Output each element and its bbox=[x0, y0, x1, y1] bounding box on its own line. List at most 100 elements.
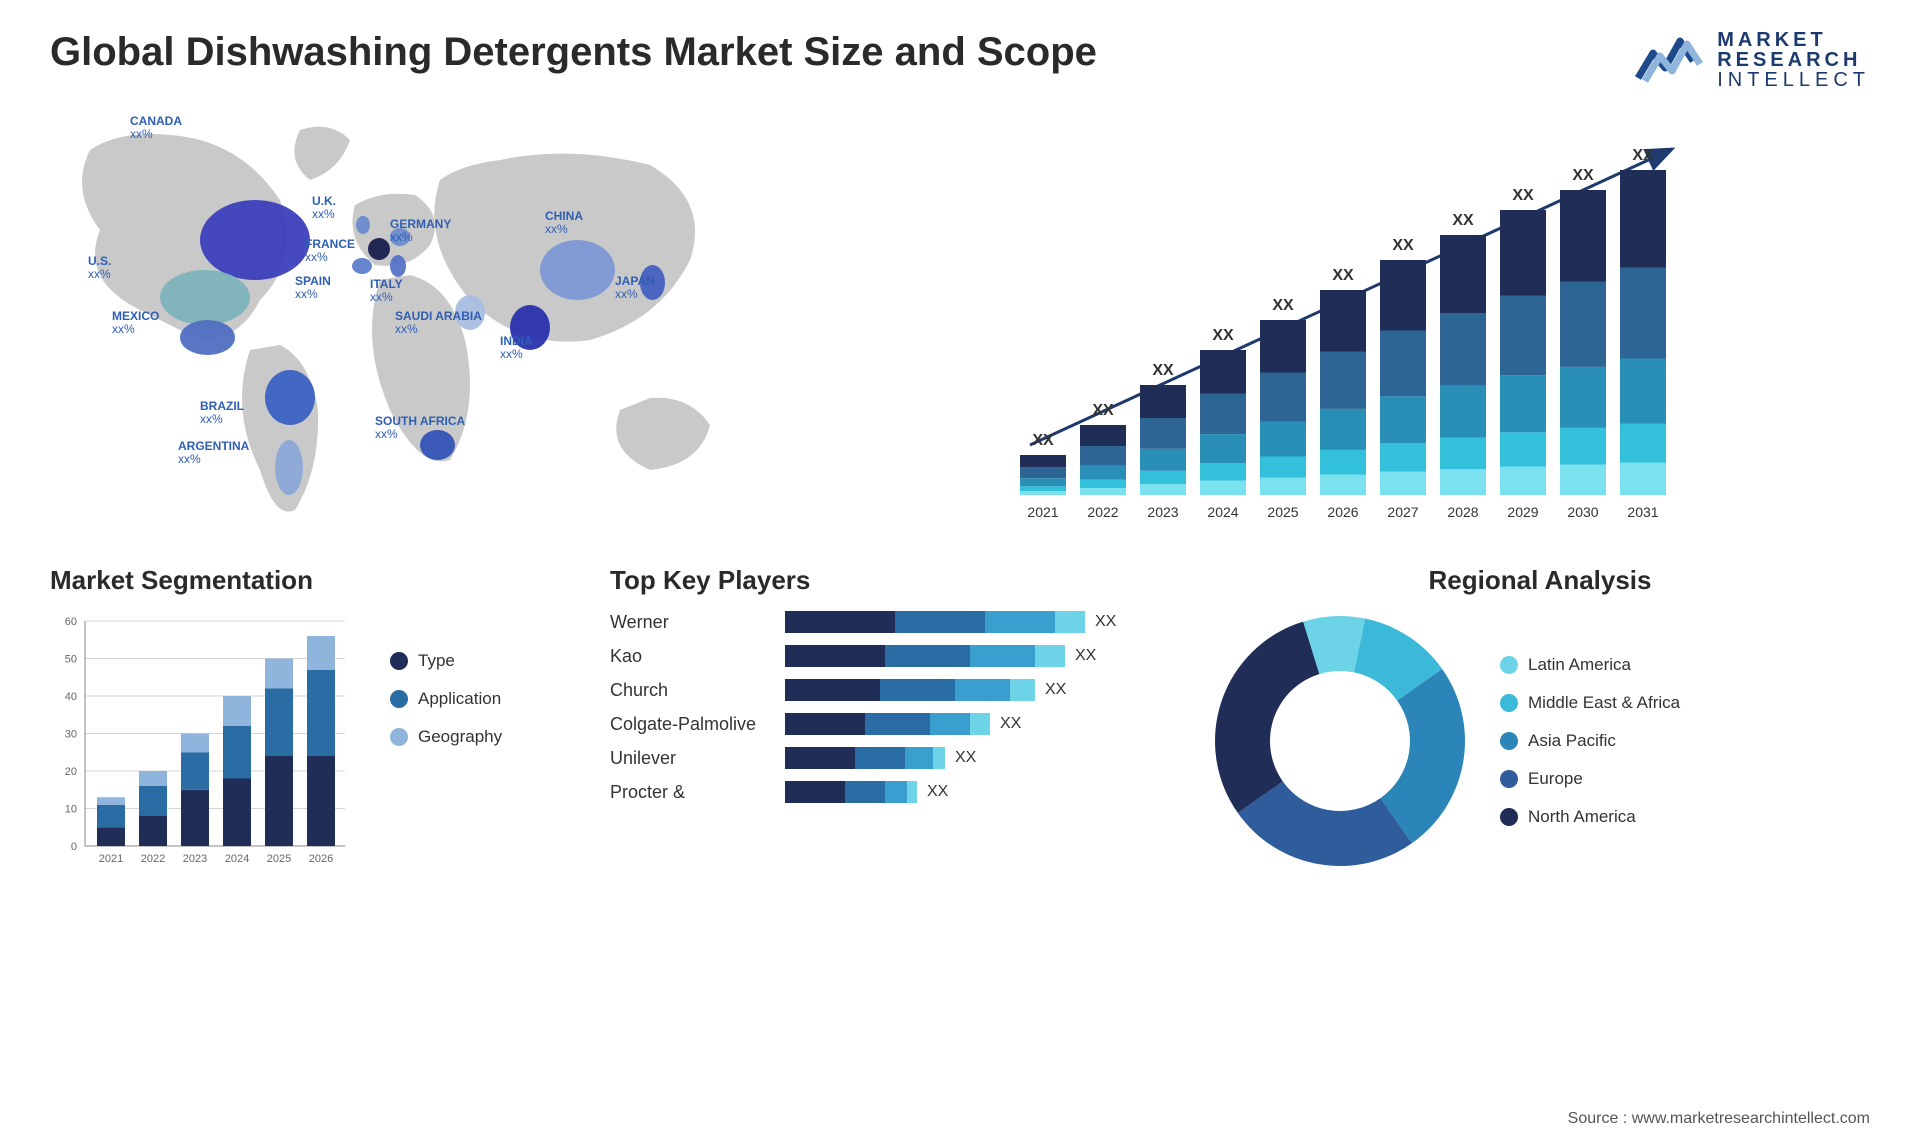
svg-text:2023: 2023 bbox=[183, 853, 207, 865]
player-row-kao: Kao XX bbox=[610, 645, 1180, 667]
map-label-france: FRANCExx% bbox=[305, 238, 355, 264]
player-value: XX bbox=[927, 783, 948, 801]
logo-mark-icon bbox=[1635, 33, 1705, 88]
segmentation-title: Market Segmentation bbox=[50, 565, 580, 596]
svg-text:2022: 2022 bbox=[1087, 504, 1118, 520]
segmentation-legend: Type Application Geography bbox=[390, 651, 502, 871]
player-bar bbox=[785, 611, 1085, 633]
svg-text:2026: 2026 bbox=[309, 853, 333, 865]
map-label-spain: SPAINxx% bbox=[295, 275, 331, 301]
svg-text:XX: XX bbox=[1092, 402, 1114, 419]
svg-text:2031: 2031 bbox=[1627, 504, 1658, 520]
map-label-us: U.S.xx% bbox=[88, 255, 111, 281]
player-row-werner: Werner XX bbox=[610, 611, 1180, 633]
regional-legend-asiapacific: Asia Pacific bbox=[1500, 731, 1680, 751]
svg-text:2025: 2025 bbox=[267, 853, 291, 865]
regional-legend-latinamerica: Latin America bbox=[1500, 655, 1680, 675]
svg-text:2021: 2021 bbox=[99, 853, 123, 865]
player-row-procter: Procter & XX bbox=[610, 781, 1180, 803]
map-label-india: INDIAxx% bbox=[500, 335, 533, 361]
regional-donut-chart bbox=[1210, 611, 1470, 871]
player-row-unilever: UnileverXX bbox=[610, 747, 1180, 769]
svg-text:2022: 2022 bbox=[141, 853, 165, 865]
regional-analysis-section: Regional Analysis Latin America Middle Ea… bbox=[1210, 565, 1870, 871]
svg-text:2024: 2024 bbox=[225, 853, 249, 865]
svg-text:XX: XX bbox=[1452, 212, 1474, 229]
map-label-italy: ITALYxx% bbox=[370, 278, 403, 304]
map-label-southafrica: SOUTH AFRICAxx% bbox=[375, 415, 465, 441]
map-label-uk: U.K.xx% bbox=[312, 195, 336, 221]
svg-text:2027: 2027 bbox=[1387, 504, 1418, 520]
top-players-title: Top Key Players bbox=[610, 565, 1180, 596]
regional-title: Regional Analysis bbox=[1210, 565, 1870, 596]
player-name: Colgate-Palmolive bbox=[610, 714, 770, 735]
svg-text:XX: XX bbox=[1392, 237, 1414, 254]
top-players-section: Top Key Players WernerXXKaoXXChurchXXCol… bbox=[610, 565, 1180, 871]
svg-text:XX: XX bbox=[1512, 187, 1534, 204]
regional-legend-europe: Europe bbox=[1500, 769, 1680, 789]
svg-text:2023: 2023 bbox=[1147, 504, 1178, 520]
map-label-saudiarabia: SAUDI ARABIAxx% bbox=[395, 310, 482, 336]
svg-text:20: 20 bbox=[65, 766, 77, 778]
svg-text:XX: XX bbox=[1572, 167, 1594, 184]
player-row-colgatepalmolive: Colgate-Palmolive XX bbox=[610, 713, 1180, 735]
seg-legend-type: Type bbox=[390, 651, 502, 671]
svg-text:2028: 2028 bbox=[1447, 504, 1478, 520]
player-value: XX bbox=[1045, 681, 1066, 699]
svg-text:2021: 2021 bbox=[1027, 504, 1058, 520]
map-label-canada: CANADAxx% bbox=[130, 115, 182, 141]
svg-text:XX: XX bbox=[1272, 297, 1294, 314]
logo-line-2: RESEARCH bbox=[1717, 50, 1870, 70]
regional-legend-middleeastafrica: Middle East & Africa bbox=[1500, 693, 1680, 713]
seg-legend-geography: Geography bbox=[390, 727, 502, 747]
map-label-argentina: ARGENTINAxx% bbox=[178, 440, 249, 466]
seg-legend-application: Application bbox=[390, 689, 502, 709]
brand-logo: MARKET RESEARCH INTELLECT bbox=[1635, 30, 1870, 90]
map-label-japan: JAPANxx% bbox=[615, 275, 655, 301]
svg-text:2026: 2026 bbox=[1327, 504, 1358, 520]
player-bar bbox=[785, 713, 990, 735]
map-label-brazil: BRAZILxx% bbox=[200, 400, 244, 426]
player-value: XX bbox=[1075, 647, 1096, 665]
svg-text:60: 60 bbox=[65, 616, 77, 628]
svg-text:2025: 2025 bbox=[1267, 504, 1298, 520]
map-label-mexico: MEXICOxx% bbox=[112, 310, 159, 336]
map-label-germany: GERMANYxx% bbox=[390, 218, 451, 244]
svg-text:40: 40 bbox=[65, 691, 77, 703]
svg-text:XX: XX bbox=[1152, 362, 1174, 379]
player-bar bbox=[785, 781, 917, 803]
svg-text:10: 10 bbox=[65, 804, 77, 816]
player-value: XX bbox=[955, 749, 976, 767]
svg-text:30: 30 bbox=[65, 729, 77, 741]
player-row-church: Church XX bbox=[610, 679, 1180, 701]
logo-line-1: MARKET bbox=[1717, 30, 1870, 50]
svg-text:50: 50 bbox=[65, 654, 77, 666]
svg-text:2029: 2029 bbox=[1507, 504, 1538, 520]
regional-legend: Latin America Middle East & Africa Asia Pa… bbox=[1500, 655, 1680, 827]
svg-text:0: 0 bbox=[71, 841, 77, 853]
svg-text:2024: 2024 bbox=[1207, 504, 1238, 520]
header: Global Dishwashing Detergents Market Siz… bbox=[50, 30, 1870, 90]
map-label-china: CHINAxx% bbox=[545, 210, 583, 236]
source-attribution: Source : www.marketresearchintellect.com bbox=[1568, 1110, 1870, 1128]
player-bar bbox=[785, 747, 945, 769]
player-name: Werner bbox=[610, 612, 770, 633]
growth-bar-chart: XX 2021 XX 2022 XX 2023 XX 2024 XX 2025 XX 2026 XX 20… bbox=[980, 110, 1870, 530]
player-name: Procter & bbox=[610, 782, 770, 803]
svg-text:XX: XX bbox=[1632, 147, 1654, 164]
player-value: XX bbox=[1095, 613, 1116, 631]
player-value: XX bbox=[1000, 715, 1021, 733]
player-name: Church bbox=[610, 680, 770, 701]
player-name: Kao bbox=[610, 646, 770, 667]
segmentation-bar-chart: 0 10 20 30 40 50 60 2021 2022 2023 2024 2025 2026 bbox=[50, 611, 360, 871]
regional-legend-northamerica: North America bbox=[1500, 807, 1680, 827]
world-map: CANADAxx% U.S.xx% MEXICOxx% BRAZILxx% ARGENT… bbox=[50, 110, 940, 530]
players-list: Werner XX Kao XX Church XX Colgate-Palmolive XX… bbox=[610, 611, 1180, 803]
svg-text:XX: XX bbox=[1032, 432, 1054, 449]
player-bar bbox=[785, 679, 1035, 701]
segmentation-section: Market Segmentation 0 10 20 30 40 50 60 2021 202… bbox=[50, 565, 580, 871]
svg-text:XX: XX bbox=[1212, 327, 1234, 344]
svg-text:2030: 2030 bbox=[1567, 504, 1598, 520]
svg-text:XX: XX bbox=[1332, 267, 1354, 284]
logo-line-3: INTELLECT bbox=[1717, 70, 1870, 90]
